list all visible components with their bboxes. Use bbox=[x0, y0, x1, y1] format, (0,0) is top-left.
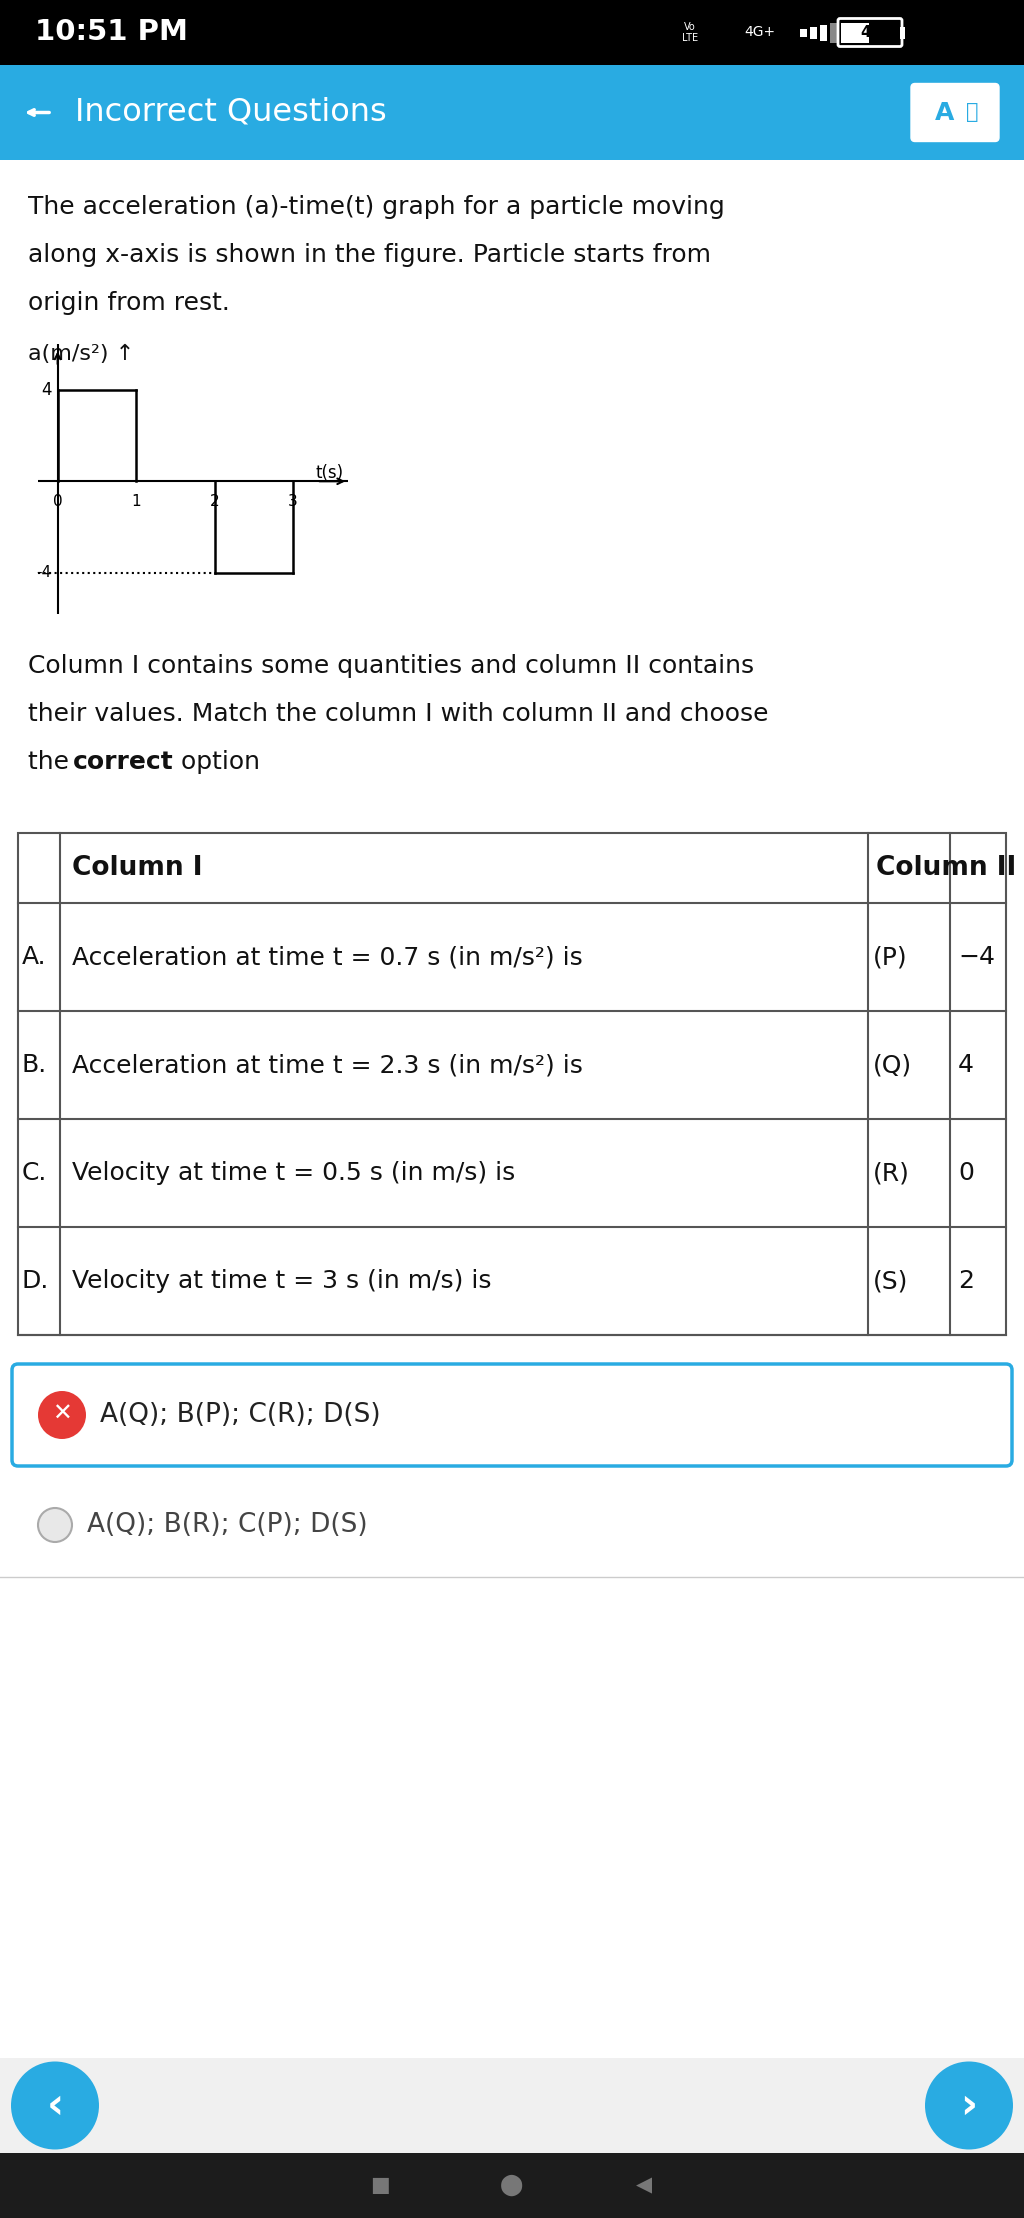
Text: 3: 3 bbox=[288, 495, 298, 508]
Text: 4: 4 bbox=[41, 381, 51, 399]
Circle shape bbox=[38, 1391, 86, 1439]
Text: Vo
LTE: Vo LTE bbox=[682, 22, 698, 44]
Text: (P): (P) bbox=[873, 945, 907, 969]
Text: (S): (S) bbox=[873, 1269, 908, 1293]
Text: Velocity at time t = 0.5 s (in m/s) is: Velocity at time t = 0.5 s (in m/s) is bbox=[72, 1160, 515, 1184]
Text: Acceleration at time t = 0.7 s (in m/s²) is: Acceleration at time t = 0.7 s (in m/s²)… bbox=[72, 945, 583, 969]
Text: correct: correct bbox=[73, 750, 174, 774]
Circle shape bbox=[38, 1508, 72, 1542]
Circle shape bbox=[11, 2061, 99, 2149]
Text: 2: 2 bbox=[210, 495, 219, 508]
Bar bbox=[810, 27, 817, 38]
Text: 4G+: 4G+ bbox=[744, 24, 775, 40]
FancyBboxPatch shape bbox=[911, 84, 999, 142]
Bar bbox=[900, 27, 905, 38]
Text: −4: −4 bbox=[958, 945, 995, 969]
Text: ✕: ✕ bbox=[52, 1402, 72, 1426]
Text: (Q): (Q) bbox=[873, 1054, 912, 1078]
Text: D.: D. bbox=[22, 1269, 49, 1293]
Text: along x-axis is shown in the figure. Particle starts from: along x-axis is shown in the figure. Par… bbox=[28, 244, 711, 266]
Text: (R): (R) bbox=[873, 1160, 910, 1184]
Text: Velocity at time t = 3 s (in m/s) is: Velocity at time t = 3 s (in m/s) is bbox=[72, 1269, 492, 1293]
Text: 2: 2 bbox=[958, 1269, 974, 1293]
Bar bbox=[0, 64, 1024, 160]
Bar bbox=[841, 22, 869, 42]
Text: Column I contains some quantities and column II contains: Column I contains some quantities and co… bbox=[28, 654, 754, 679]
Text: A(Q); B(P); C(R); D(S): A(Q); B(P); C(R); D(S) bbox=[100, 1402, 381, 1428]
Bar bbox=[0, 0, 1024, 64]
Text: Column II: Column II bbox=[876, 854, 1016, 881]
Text: 4: 4 bbox=[958, 1054, 974, 1078]
Text: 1: 1 bbox=[131, 495, 141, 508]
Bar bbox=[18, 834, 1006, 1335]
Text: A(Q); B(R); C(P); D(S): A(Q); B(R); C(P); D(S) bbox=[87, 1513, 368, 1537]
Text: Column I: Column I bbox=[72, 854, 203, 881]
Text: a(m/s²) ↑: a(m/s²) ↑ bbox=[28, 344, 134, 364]
Text: Acceleration at time t = 2.3 s (in m/s²) is: Acceleration at time t = 2.3 s (in m/s²)… bbox=[72, 1054, 583, 1078]
Text: B.: B. bbox=[22, 1054, 47, 1078]
Bar bbox=[820, 24, 827, 40]
Bar bbox=[0, 2154, 1024, 2218]
Text: 49: 49 bbox=[860, 24, 882, 40]
Text: ›: › bbox=[961, 2085, 978, 2127]
Text: ■: ■ bbox=[370, 2176, 390, 2196]
Text: ◀: ◀ bbox=[636, 2176, 652, 2196]
Circle shape bbox=[925, 2061, 1013, 2149]
Text: ‹: ‹ bbox=[46, 2085, 63, 2127]
Text: their values. Match the column I with column II and choose: their values. Match the column I with co… bbox=[28, 703, 768, 725]
Text: A: A bbox=[935, 100, 954, 124]
Text: ⬤: ⬤ bbox=[501, 2176, 523, 2196]
Text: C.: C. bbox=[22, 1160, 47, 1184]
Text: Incorrect Questions: Incorrect Questions bbox=[75, 98, 387, 129]
Text: 0: 0 bbox=[958, 1160, 974, 1184]
Text: 0: 0 bbox=[53, 495, 62, 508]
Bar bbox=[830, 22, 837, 42]
Bar bbox=[0, 160, 1024, 2058]
Bar bbox=[800, 29, 807, 35]
Text: 文: 文 bbox=[966, 102, 978, 122]
Text: t(s): t(s) bbox=[316, 464, 344, 481]
FancyBboxPatch shape bbox=[12, 1364, 1012, 1466]
Text: the: the bbox=[28, 750, 77, 774]
Text: A.: A. bbox=[22, 945, 47, 969]
Text: The acceleration (a)-time(t) graph for a particle moving: The acceleration (a)-time(t) graph for a… bbox=[28, 195, 725, 220]
Text: -4: -4 bbox=[36, 566, 51, 581]
Text: option: option bbox=[173, 750, 260, 774]
Text: 10:51 PM: 10:51 PM bbox=[35, 18, 188, 47]
Bar bbox=[0, 2058, 1024, 2154]
Text: origin from rest.: origin from rest. bbox=[28, 291, 229, 315]
